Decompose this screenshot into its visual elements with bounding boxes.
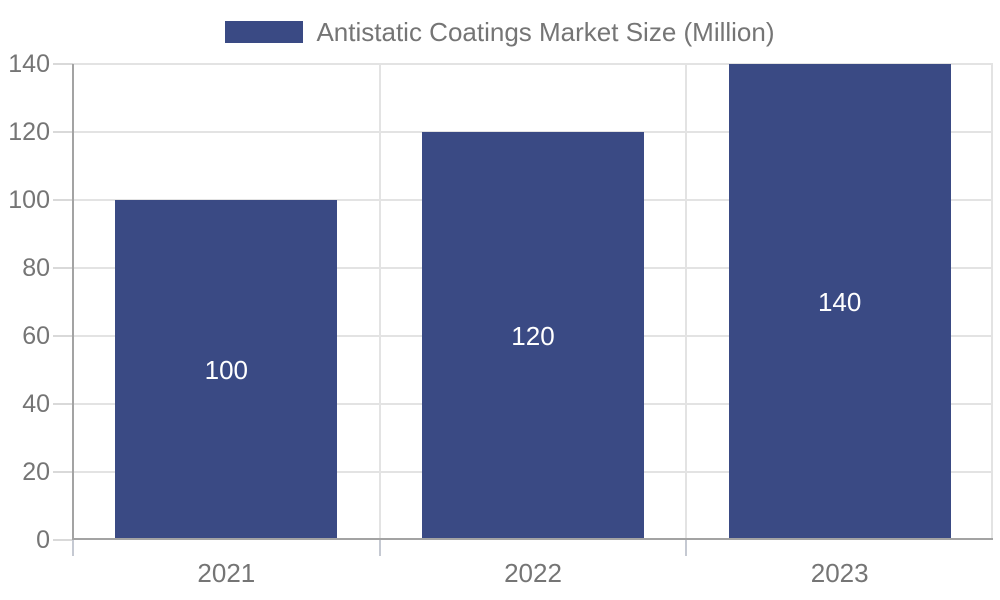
y-gridline: [73, 63, 993, 65]
plot-border-right: [991, 64, 993, 540]
bar: [115, 200, 338, 540]
bar-value-label: 120: [511, 321, 555, 351]
y-tick-label: 40: [22, 390, 50, 418]
y-tick-label: 20: [22, 458, 50, 486]
band-separator: [685, 64, 688, 540]
bar: [422, 132, 644, 540]
legend-swatch: [225, 21, 304, 43]
y-axis-line: [72, 64, 74, 540]
x-tick-mark: [685, 540, 688, 556]
y-tick-mark: [53, 539, 73, 541]
y-tick-mark: [53, 199, 73, 201]
y-tick-mark: [53, 131, 73, 133]
x-tick-label: 2022: [504, 558, 562, 588]
legend-label: Antistatic Coatings Market Size (Million…: [316, 17, 775, 47]
x-tick-label: 2021: [197, 558, 256, 588]
y-tick-mark: [53, 471, 73, 473]
y-tick-mark: [53, 267, 73, 269]
bar-value-label: 100: [204, 355, 249, 385]
legend: Antistatic Coatings Market Size (Million…: [0, 16, 1000, 48]
y-tick-label: 140: [8, 50, 50, 78]
y-tick-mark: [53, 403, 73, 405]
x-tick-mark: [378, 540, 381, 556]
y-tick-label: 100: [8, 186, 50, 214]
y-tick-mark: [53, 335, 73, 337]
x-axis-line: [73, 538, 993, 540]
y-tick-label: 120: [8, 118, 50, 146]
y-tick-label: 80: [22, 254, 50, 282]
x-tick-label: 2023: [810, 558, 869, 588]
bar: [728, 64, 951, 540]
bar-value-label: 140: [817, 287, 862, 317]
band-separator: [378, 64, 381, 540]
y-axis-extension: [72, 540, 74, 556]
y-tick-mark: [53, 63, 73, 65]
y-tick-label: 60: [22, 322, 50, 350]
y-tick-label: 0: [36, 526, 50, 554]
